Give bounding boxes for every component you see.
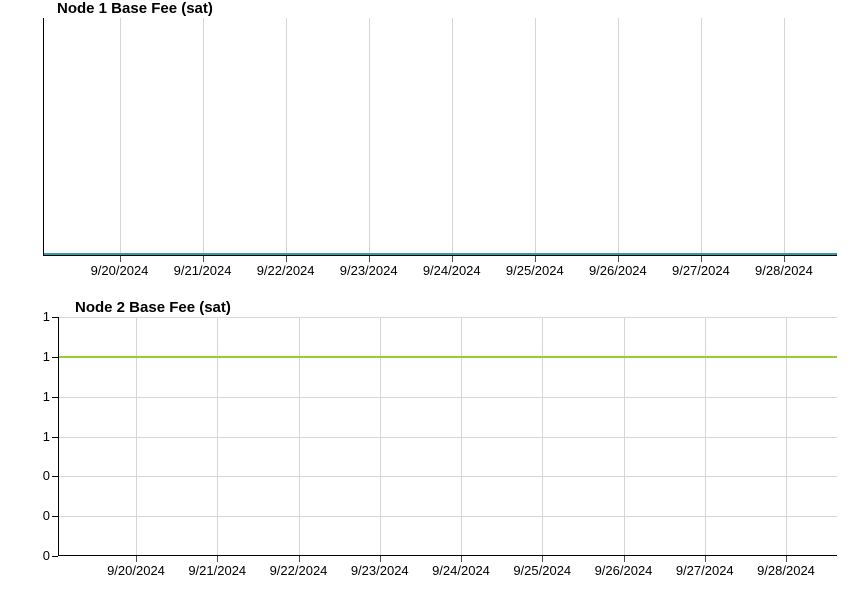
x-axis-label: 9/27/2024 [675, 563, 734, 578]
x-axis-label: 9/21/2024 [188, 563, 247, 578]
gridline-vertical [119, 18, 121, 256]
y-axis-label: 0 [42, 468, 50, 483]
gridline-vertical [285, 18, 287, 256]
gridline-vertical [534, 18, 536, 256]
y-axis-label: 1 [42, 429, 50, 444]
x-axis-label: 9/27/2024 [671, 263, 730, 278]
x-axis-tick [202, 256, 204, 262]
chart-title-node2: Node 2 Base Fee (sat) [75, 299, 231, 316]
x-axis-line [43, 255, 837, 256]
x-axis-tick [617, 256, 619, 262]
x-axis-label: 9/28/2024 [755, 263, 813, 278]
gridline-vertical [623, 317, 625, 556]
gridline-vertical [617, 18, 619, 256]
y-axis-label: 1 [42, 309, 50, 324]
gridline-vertical [298, 317, 300, 556]
x-axis-tick [783, 256, 785, 262]
x-axis-tick [461, 556, 462, 562]
x-axis-tick [379, 556, 381, 562]
gridline-vertical [379, 317, 381, 556]
x-axis-tick [534, 256, 536, 262]
x-axis-label: 9/23/2024 [339, 263, 398, 278]
x-axis-tick [623, 556, 625, 562]
x-axis-tick [136, 556, 137, 562]
y-axis-tick [52, 437, 58, 438]
x-axis-tick [217, 556, 219, 562]
gridline-vertical [783, 18, 785, 256]
gridline-horizontal [58, 516, 837, 517]
y-axis-tick [52, 476, 58, 477]
y-axis-label: 1 [42, 349, 50, 364]
x-axis-tick [700, 256, 702, 262]
x-axis-label: 9/24/2024 [432, 563, 490, 578]
x-axis-line [58, 555, 837, 556]
x-axis-tick [786, 556, 787, 562]
y-axis-tick [52, 397, 58, 398]
gridline-vertical [786, 317, 787, 556]
gridline-vertical [704, 317, 706, 556]
plot-area-node1: 9/20/2024 9/21/2024 9/22/2024 9/23/2024 9/24… [43, 18, 837, 278]
x-axis-label: 9/20/2024 [107, 563, 165, 578]
y-axis-line [43, 18, 44, 256]
y-axis-tick [52, 357, 58, 358]
series-line-1 [43, 253, 837, 256]
gridline-horizontal [58, 437, 837, 438]
y-axis-label: 1 [42, 389, 50, 404]
gridline-vertical [700, 18, 702, 256]
gridline-vertical [136, 317, 137, 556]
gridline-vertical [368, 18, 370, 256]
x-axis-tick [542, 556, 544, 562]
gridline-vertical [217, 317, 219, 556]
gridline-vertical [461, 317, 462, 556]
x-axis-tick [298, 556, 300, 562]
gridline-horizontal [58, 317, 837, 318]
y-axis-tick [52, 317, 58, 318]
y-axis-tick [52, 516, 58, 517]
y-axis-tick [52, 556, 58, 557]
x-axis-label: 9/20/2024 [90, 263, 149, 278]
gridline-vertical [202, 18, 204, 256]
x-axis-label: 9/24/2024 [422, 263, 481, 278]
x-axis-label: 9/26/2024 [588, 263, 647, 278]
x-axis-label: 9/25/2024 [505, 263, 564, 278]
x-axis-label: 9/22/2024 [256, 263, 315, 278]
gridline-vertical [451, 18, 453, 256]
x-axis-tick [368, 256, 370, 262]
gridline-vertical [542, 317, 544, 556]
x-axis-tick [704, 556, 706, 562]
x-axis-label: 9/28/2024 [757, 563, 815, 578]
gridline-horizontal [58, 397, 837, 398]
y-axis-label: 0 [42, 548, 50, 563]
chart-title-node1: Node 1 Base Fee (sat) [57, 0, 213, 17]
x-axis-label: 9/23/2024 [350, 563, 409, 578]
gridline-horizontal [58, 476, 837, 477]
x-axis-tick [451, 256, 453, 262]
plot-area-node2: 9/20/2024 9/21/2024 9/22/2024 9/23/2024 9/24… [43, 309, 837, 578]
y-axis-label: 0 [42, 508, 50, 523]
series-line-2 [58, 355, 837, 358]
x-axis-tick [285, 256, 287, 262]
x-axis-label: 9/22/2024 [269, 563, 328, 578]
y-axis-line [58, 317, 59, 556]
x-axis-label: 9/26/2024 [594, 563, 653, 578]
x-axis-label: 9/25/2024 [513, 563, 572, 578]
x-axis-tick [119, 256, 121, 262]
x-axis-label: 9/21/2024 [173, 263, 232, 278]
